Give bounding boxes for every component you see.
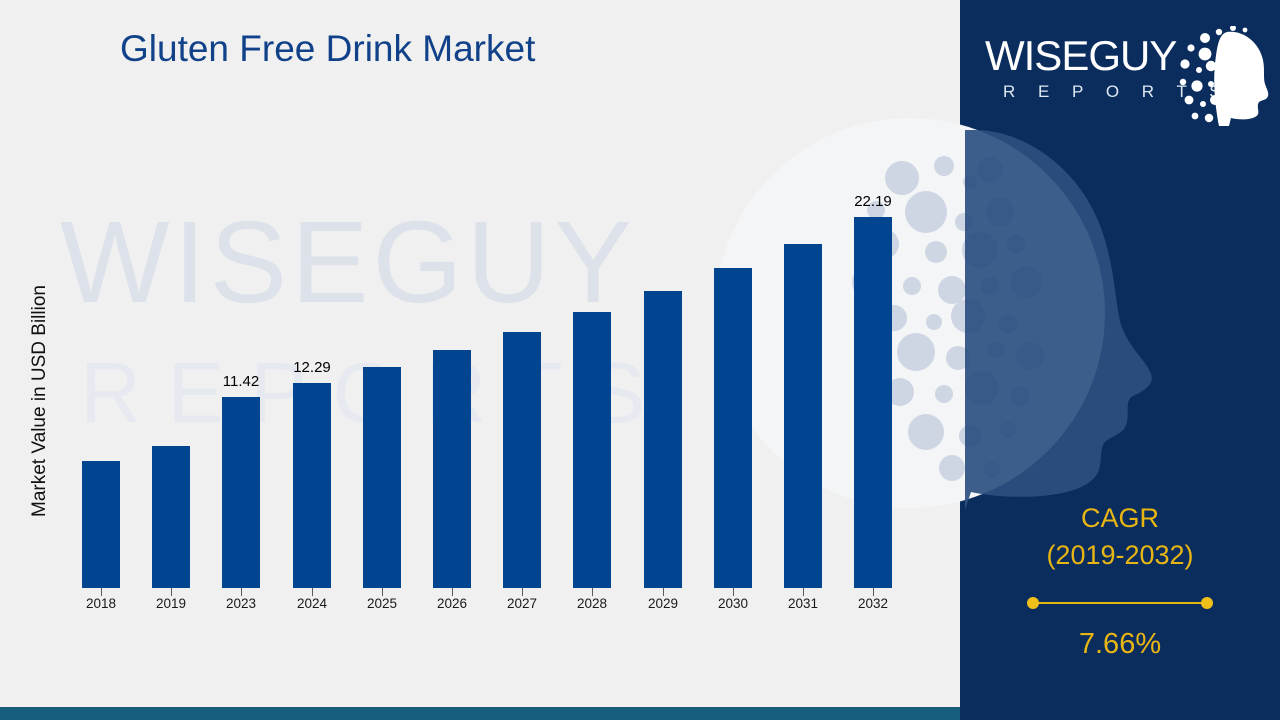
x-tick-2018 bbox=[101, 588, 102, 596]
cagr-divider bbox=[1027, 596, 1213, 610]
bar-2028[interactable] bbox=[573, 312, 611, 588]
divider-line bbox=[1033, 602, 1207, 604]
bar-chart: Market Value in USD Billion 2018 2019 11.4… bbox=[29, 193, 892, 611]
x-axis-label-2027: 2027 bbox=[506, 596, 538, 611]
x-axis-label-2032: 2032 bbox=[857, 596, 889, 611]
bar-2032[interactable] bbox=[854, 217, 892, 588]
x-tick-2024 bbox=[312, 588, 313, 596]
x-axis-label-2030: 2030 bbox=[717, 596, 749, 611]
cagr-range: (2019-2032) bbox=[1046, 540, 1194, 570]
bar-2024[interactable] bbox=[293, 383, 331, 588]
bar-2019[interactable] bbox=[152, 446, 190, 588]
bar-2025[interactable] bbox=[363, 367, 401, 588]
bar-2027[interactable] bbox=[503, 332, 541, 588]
x-tick-2029 bbox=[663, 588, 664, 596]
bottom-accent-strip bbox=[0, 707, 960, 720]
bar-value-label-2023: 11.42 bbox=[222, 373, 260, 390]
x-tick-2023 bbox=[241, 588, 242, 596]
x-axis-label-2026: 2026 bbox=[436, 596, 468, 611]
bar-2029[interactable] bbox=[644, 291, 682, 588]
bar-value-label-2024: 12.29 bbox=[293, 359, 331, 376]
logo-head-icon bbox=[1179, 26, 1269, 126]
bar-2030[interactable] bbox=[714, 268, 752, 588]
x-tick-2032 bbox=[873, 588, 874, 596]
x-axis-label-2018: 2018 bbox=[85, 596, 117, 611]
logo-wordmark: WISEGUY bbox=[985, 32, 1177, 79]
divider-dot-right-icon bbox=[1201, 597, 1213, 609]
x-tick-2028 bbox=[592, 588, 593, 596]
x-axis-label-2025: 2025 bbox=[366, 596, 398, 611]
x-axis-label-2028: 2028 bbox=[576, 596, 608, 611]
x-tick-2027 bbox=[522, 588, 523, 596]
x-tick-2019 bbox=[171, 588, 172, 596]
bar-value-label-2032: 22.19 bbox=[854, 193, 892, 210]
y-axis-label: Market Value in USD Billion bbox=[29, 285, 50, 517]
x-axis-label-2031: 2031 bbox=[787, 596, 819, 611]
x-tick-2031 bbox=[803, 588, 804, 596]
cagr-title: CAGR bbox=[1080, 503, 1159, 533]
x-axis-label-2029: 2029 bbox=[647, 596, 679, 611]
bar-2031[interactable] bbox=[784, 244, 822, 588]
x-axis-label-2023: 2023 bbox=[225, 596, 257, 611]
page-title: Gluten Free Drink Market bbox=[120, 28, 536, 69]
brand-logo: WISEGUY R E P O R T S bbox=[985, 26, 1269, 126]
cagr-block: CAGR (2019-2032) 7.66% bbox=[960, 500, 1280, 661]
bar-2026[interactable] bbox=[433, 350, 471, 588]
bar-2023[interactable] bbox=[222, 397, 260, 588]
divider-dot-left-icon bbox=[1027, 597, 1039, 609]
x-tick-2026 bbox=[452, 588, 453, 596]
x-tick-2030 bbox=[733, 588, 734, 596]
bar-2018[interactable] bbox=[82, 461, 120, 588]
cagr-value: 7.66% bbox=[1078, 628, 1162, 660]
x-axis-label-2024: 2024 bbox=[296, 596, 328, 611]
x-axis-label-2019: 2019 bbox=[155, 596, 187, 611]
logo-subtitle: R E P O R T S bbox=[1003, 82, 1230, 101]
x-tick-2025 bbox=[382, 588, 383, 596]
